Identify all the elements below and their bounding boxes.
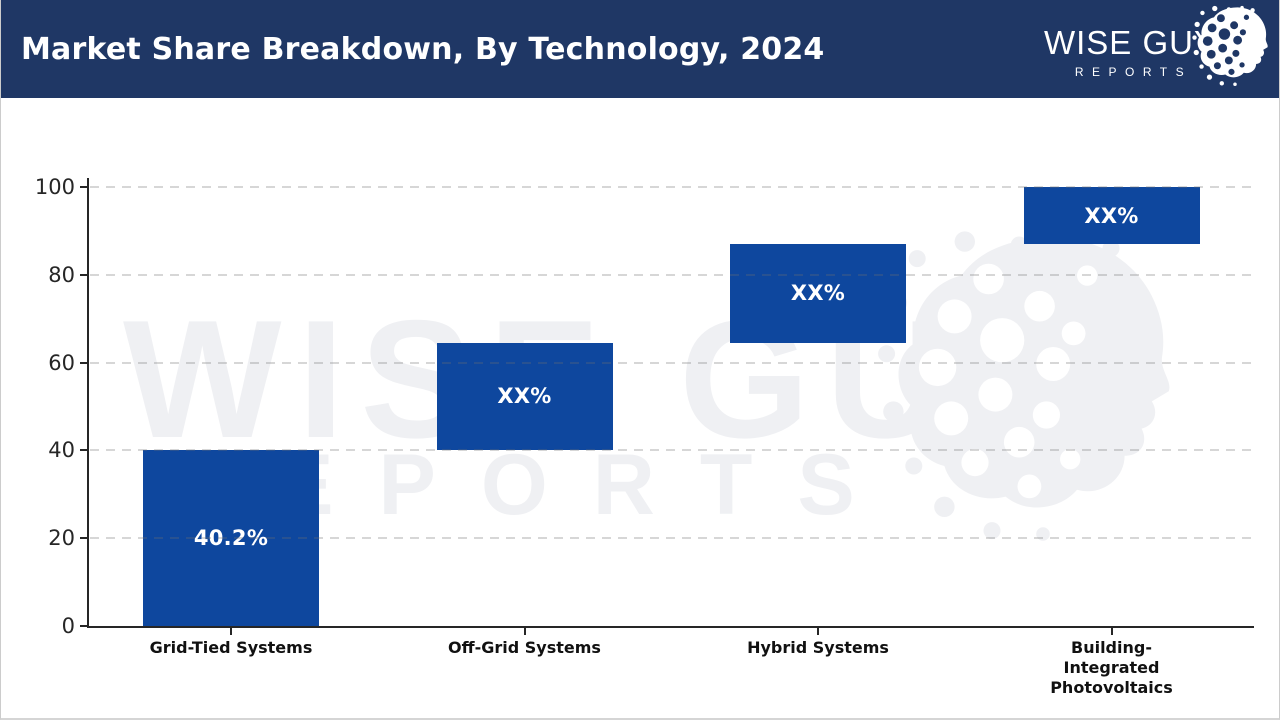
chart-title: Market Share Breakdown, By Technology, 2… (21, 31, 825, 67)
bar-value-label: XX% (1084, 203, 1139, 228)
bar-segment: XX% (730, 244, 906, 343)
gridline (90, 537, 1254, 540)
bar-segment: 40.2% (143, 449, 319, 626)
y-tick-label: 60 (48, 350, 75, 375)
header-bar: Market Share Breakdown, By Technology, 2… (1, 0, 1279, 98)
y-tick-label: 0 (61, 614, 75, 638)
wise-guy-reports-logo: WISE GUY REPORTS (1011, 0, 1279, 98)
y-tick-label: 20 (48, 526, 75, 551)
dotted-head-profile-icon (1191, 5, 1279, 93)
y-axis-tick (80, 625, 89, 627)
x-axis-tick (230, 627, 232, 635)
y-axis-tick (80, 273, 89, 276)
y-tick-label: 100 (34, 175, 75, 199)
y-tick-label: 40 (48, 438, 75, 463)
gridline (90, 186, 1254, 188)
bar-value-label: XX% (497, 384, 552, 409)
x-tick-label: Grid-Tied Systems (149, 638, 313, 657)
bar-segment: XX% (1023, 187, 1200, 245)
y-tick-label: 80 (48, 262, 75, 287)
gridline (90, 449, 1254, 452)
y-axis-tick (80, 186, 89, 188)
x-axis-line (87, 626, 1254, 628)
y-axis-tick (80, 361, 89, 364)
logo-wordmark: WISE GUY (1043, 24, 1217, 61)
y-axis-line (87, 178, 89, 628)
gridline (90, 273, 1254, 276)
y-axis-tick (80, 537, 89, 540)
x-axis-tick (1110, 627, 1113, 635)
x-tick-label: Off-Grid Systems (448, 638, 601, 657)
bar-value-label: 40.2% (193, 525, 269, 550)
x-tick-label: Hybrid Systems (747, 638, 889, 657)
bar-segment: XX% (436, 342, 613, 450)
logo-subtitle: REPORTS (1074, 65, 1193, 79)
x-axis-tick (523, 627, 526, 635)
gridline (90, 361, 1254, 364)
y-axis-tick (80, 449, 89, 452)
x-tick-label: Building- Integrated Photovoltaics (1050, 638, 1173, 697)
x-axis-tick (817, 627, 819, 635)
bar-value-label: XX% (790, 281, 846, 306)
logo-text: WISE GUY REPORTS (1044, 24, 1217, 79)
